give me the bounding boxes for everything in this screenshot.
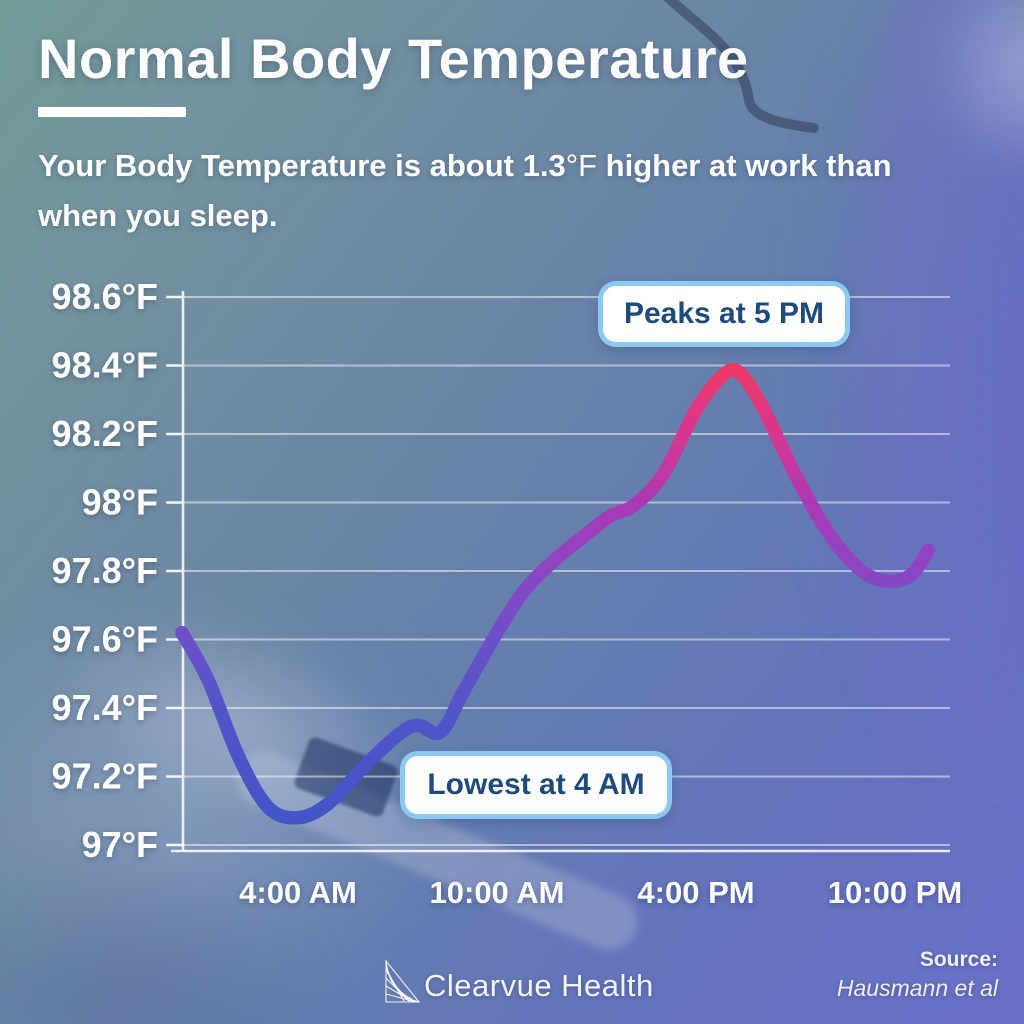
annotation-lowest-label: Lowest at 4 AM: [427, 768, 645, 801]
brand: Clearvue Health: [382, 957, 654, 1005]
subtitle-degree-f: °F: [565, 148, 598, 183]
annotation-peak: Peaks at 5 PM: [598, 281, 850, 347]
clearvue-logo-icon: [385, 959, 421, 1003]
y-tick-label: 97°F: [82, 824, 158, 865]
x-tick-label: 10:00 PM: [828, 875, 962, 910]
annotation-lowest: Lowest at 4 AM: [400, 751, 672, 819]
y-tick-label: 97.8°F: [52, 550, 158, 591]
annotation-peak-label: Peaks at 5 PM: [623, 297, 825, 330]
source-value: Hausmann et al: [836, 975, 998, 1001]
source-label: Source:: [919, 948, 998, 971]
y-tick-label: 97.2°F: [52, 756, 158, 797]
y-tick-label: 98.4°F: [52, 345, 158, 386]
subtitle: Your Body Temperature is about 1.3°F hig…: [38, 141, 968, 241]
y-tick-label: 98.2°F: [52, 413, 158, 454]
y-tick-label: 98°F: [82, 482, 158, 523]
y-tick-label: 97.6°F: [52, 619, 158, 660]
source-attribution: Source: Hausmann et al: [837, 948, 998, 1002]
y-tick-label: 98.6°F: [52, 276, 158, 317]
y-tick-label: 97.4°F: [52, 687, 158, 728]
header: Normal Body Temperature Your Body Temper…: [38, 26, 968, 241]
x-tick-label: 4:00 AM: [239, 875, 357, 910]
x-tick-label: 4:00 PM: [637, 875, 754, 910]
subtitle-part-1: Your Body Temperature is about 1.3: [38, 148, 566, 183]
title-underline: [38, 107, 186, 117]
brand-name: Clearvue Health: [424, 968, 654, 1003]
x-tick-label: 10:00 AM: [430, 875, 565, 910]
page-title: Normal Body Temperature: [38, 27, 749, 90]
